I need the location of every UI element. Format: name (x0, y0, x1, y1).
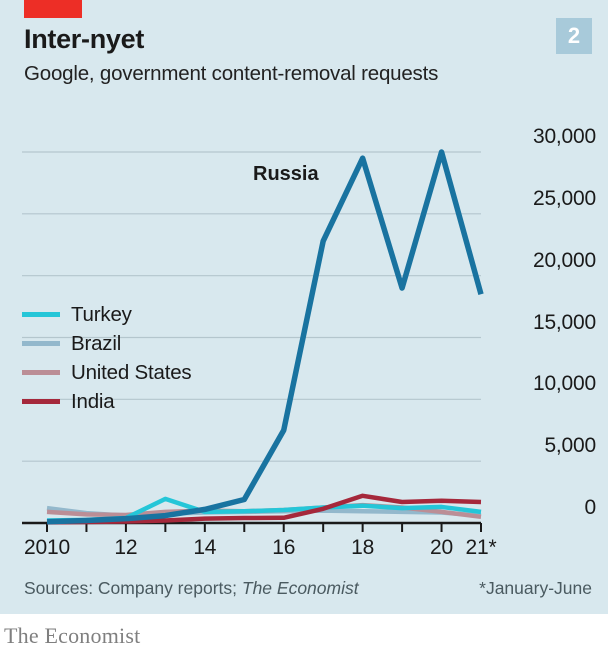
y-axis-tick-label: 25,000 (532, 186, 596, 210)
y-axis-tick-label: 0 (584, 496, 597, 519)
y-axis-tick-label: 15,000 (532, 310, 596, 334)
x-axis-tick-label: 20 (430, 536, 454, 559)
y-axis-tick-label: 20,000 (532, 248, 596, 272)
legend-swatch-india (22, 399, 60, 404)
x-axis-tick-label: 18 (351, 536, 375, 559)
chart-canvas (22, 149, 484, 532)
chart-card: 2 Inter-nyet Google, government content-… (0, 0, 608, 614)
x-axis-tick-label: 21* (465, 536, 497, 559)
x-axis-ticks (46, 523, 482, 532)
legend-label-turkey: Turkey (71, 302, 132, 326)
footer-sources: Sources: Company reports; The Economist (24, 578, 359, 599)
y-axis-tick-label: 30,000 (532, 125, 596, 148)
chart-title: Inter-nyet (24, 24, 145, 54)
x-axis-tick-label: 14 (193, 536, 217, 559)
legend-item-turkey: Turkey (22, 300, 252, 329)
chart-legend: Turkey Brazil United States India (22, 300, 252, 416)
legend-item-brazil: Brazil (22, 329, 252, 358)
brand-footer (0, 614, 608, 662)
economist-red-tab (24, 0, 82, 18)
y-axis-tick-label: 5,000 (544, 434, 596, 458)
footer-sources-prefix: Sources: Company reports; (24, 578, 242, 598)
brand-wordmark: The Economist (4, 623, 141, 648)
panel-number-badge: 2 (556, 18, 592, 54)
legend-swatch-turkey (22, 312, 60, 317)
x-axis-tick-label: 16 (272, 536, 296, 559)
legend-item-india: India (22, 387, 252, 416)
x-axis-tick-label: 12 (114, 536, 138, 559)
legend-swatch-united-states (22, 370, 60, 375)
series-line-russia (46, 149, 484, 525)
plot-area: 0 5,000 10,000 15,000 20,000 25,000 30,000 201… (22, 125, 597, 559)
footer-note: *January-June (479, 578, 592, 598)
legend-label-united-states: United States (71, 360, 192, 384)
legend-label-india: India (71, 389, 115, 413)
chart-subtitle: Google, government content-removal reque… (24, 62, 439, 85)
y-axis-tick-label: 10,000 (532, 372, 596, 396)
series-lines (46, 149, 484, 525)
legend-label-brazil: Brazil (71, 331, 122, 355)
annotation-russia: Russia (253, 163, 319, 185)
footer-sources-publication: The Economist (241, 578, 359, 598)
legend-item-united-states: United States (22, 358, 252, 387)
legend-swatch-brazil (22, 341, 60, 346)
x-axis-tick-label: 2010 (24, 536, 70, 559)
